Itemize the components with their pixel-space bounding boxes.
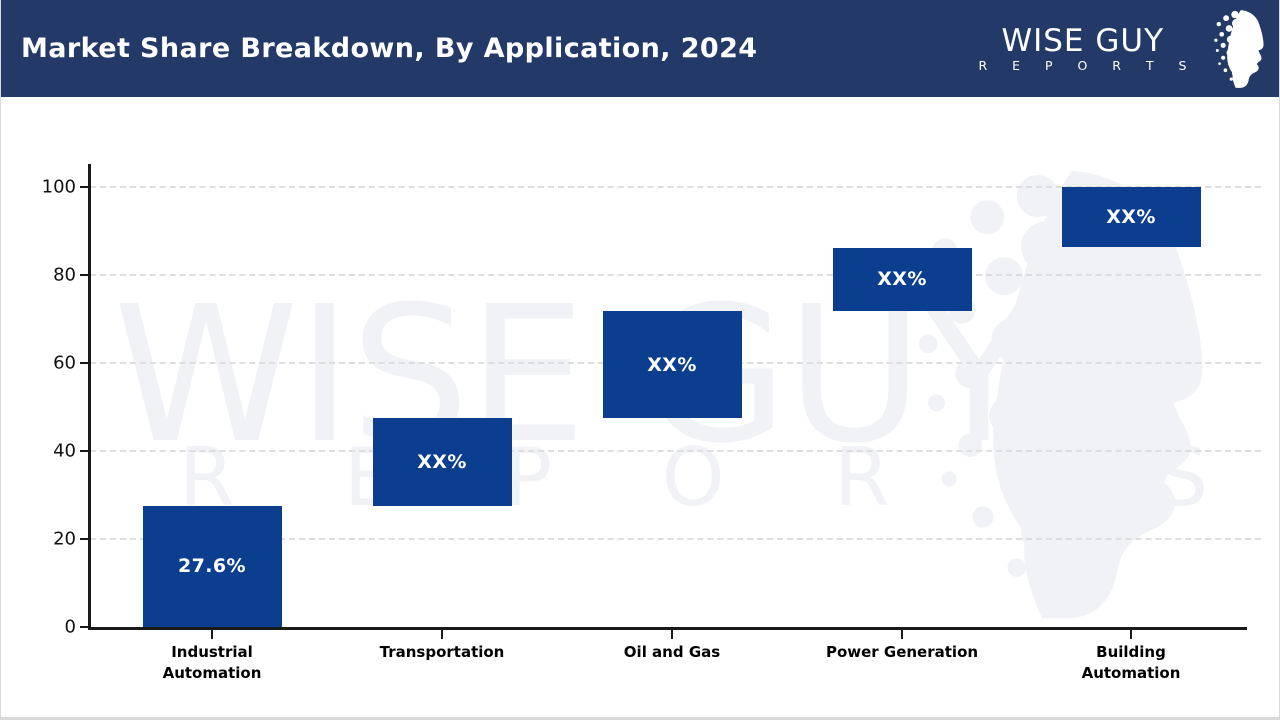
- x-axis-spine: [88, 627, 1247, 630]
- logo-subtitle: R E P O R T S: [978, 57, 1197, 73]
- y-tick-80: [80, 274, 88, 276]
- logo-text: WISE GUY R E P O R T S: [968, 24, 1197, 74]
- y-tick-0: [80, 626, 88, 628]
- x-category-label-line: Industrial: [171, 643, 253, 661]
- y-tick-20: [80, 538, 88, 540]
- y-tick-label-100: 100: [41, 176, 76, 198]
- header-bar: Market Share Breakdown, By Application, …: [1, 0, 1279, 97]
- gridline-20: [90, 538, 1261, 540]
- y-axis-spine: [88, 164, 91, 630]
- x-category-label: Transportation: [380, 642, 505, 663]
- bar-power-generation: XX%: [832, 247, 972, 311]
- x-category-label-line: Oil and Gas: [623, 643, 721, 661]
- page-title: Market Share Breakdown, By Application, …: [21, 33, 758, 64]
- x-category-label-line: Power Generation: [825, 643, 979, 661]
- bar-value-label: XX%: [647, 353, 697, 376]
- x-category-label: Power Generation: [826, 642, 978, 663]
- bar-building-automation: XX%: [1061, 187, 1201, 247]
- x-category-label-line: Automation: [162, 664, 262, 682]
- y-tick-100: [80, 186, 88, 188]
- wise-guy-reports-logo: WISE GUY R E P O R T S: [968, 7, 1265, 91]
- y-tick-label-40: 40: [53, 440, 76, 462]
- y-tick-label-80: 80: [53, 264, 76, 286]
- x-category-label: Oil and Gas: [624, 642, 720, 663]
- x-tick-1: [211, 630, 213, 639]
- dotted-head-profile-icon: [1214, 9, 1264, 88]
- bar-oil-and-gas: XX%: [602, 311, 742, 418]
- x-category-label-line: Building: [1096, 643, 1166, 661]
- y-tick-label-20: 20: [53, 528, 76, 550]
- y-tick-label-60: 60: [53, 352, 76, 374]
- bar-value-label: XX%: [1106, 205, 1156, 228]
- x-category-label-line: Automation: [1081, 664, 1181, 682]
- x-tick-3: [671, 630, 673, 639]
- y-tick-label-0: 0: [64, 616, 76, 638]
- bar-value-label: 27.6%: [178, 555, 246, 578]
- bar-industrial-automation: 27.6%: [142, 505, 282, 627]
- bar-value-label: XX%: [877, 268, 927, 291]
- y-tick-60: [80, 362, 88, 364]
- x-category-label: Industrial Automation: [163, 642, 262, 684]
- x-category-label-line: Transportation: [379, 643, 505, 661]
- bar-transportation: XX%: [372, 418, 512, 506]
- gridline-40: [90, 450, 1261, 452]
- y-tick-40: [80, 450, 88, 452]
- logo-wordmark: WISE GUY: [1001, 22, 1164, 59]
- gridline-100: [90, 186, 1261, 188]
- x-tick-4: [901, 630, 903, 639]
- x-category-label: Building Automation: [1082, 642, 1181, 684]
- gridline-80: [90, 274, 1261, 276]
- bar-value-label: XX%: [417, 450, 467, 473]
- x-tick-2: [441, 630, 443, 639]
- x-tick-5: [1130, 630, 1132, 639]
